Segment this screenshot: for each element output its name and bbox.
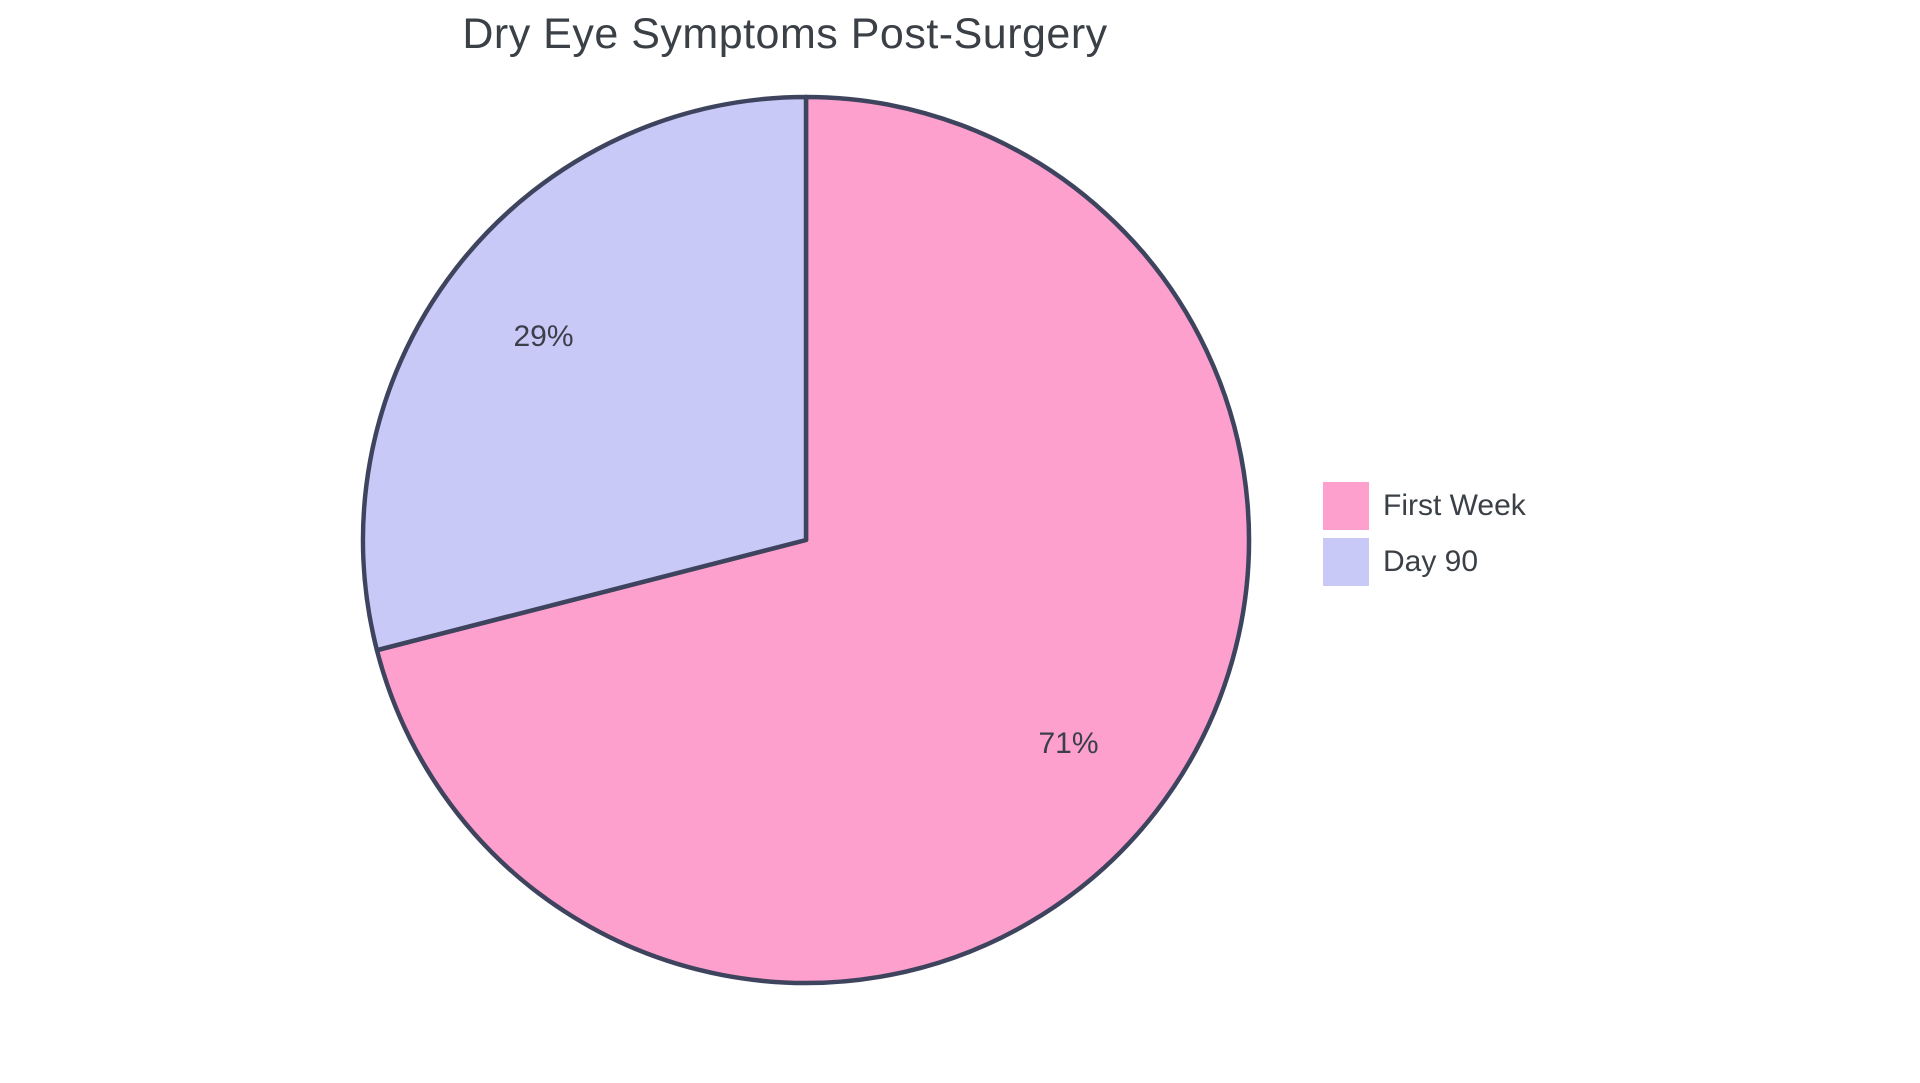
legend-item-day-90: Day 90 bbox=[1323, 538, 1526, 586]
legend-swatch-day-90 bbox=[1323, 538, 1369, 586]
slice-label-first-week: 71% bbox=[1038, 727, 1098, 760]
legend-label-first-week: First Week bbox=[1383, 489, 1526, 522]
pie-slice-first-week bbox=[374, 94, 1252, 986]
chart-title: Dry Eye Symptoms Post-Surgery bbox=[462, 10, 1108, 58]
slice-label-day-90: 29% bbox=[513, 320, 573, 353]
legend: First Week Day 90 bbox=[1323, 482, 1526, 586]
legend-item-first-week: First Week bbox=[1323, 482, 1526, 530]
pie-chart: 71% 29% bbox=[360, 94, 1252, 986]
legend-label-day-90: Day 90 bbox=[1383, 545, 1479, 578]
legend-swatch-first-week bbox=[1323, 482, 1369, 530]
pie-slice-day-90 bbox=[360, 94, 809, 653]
